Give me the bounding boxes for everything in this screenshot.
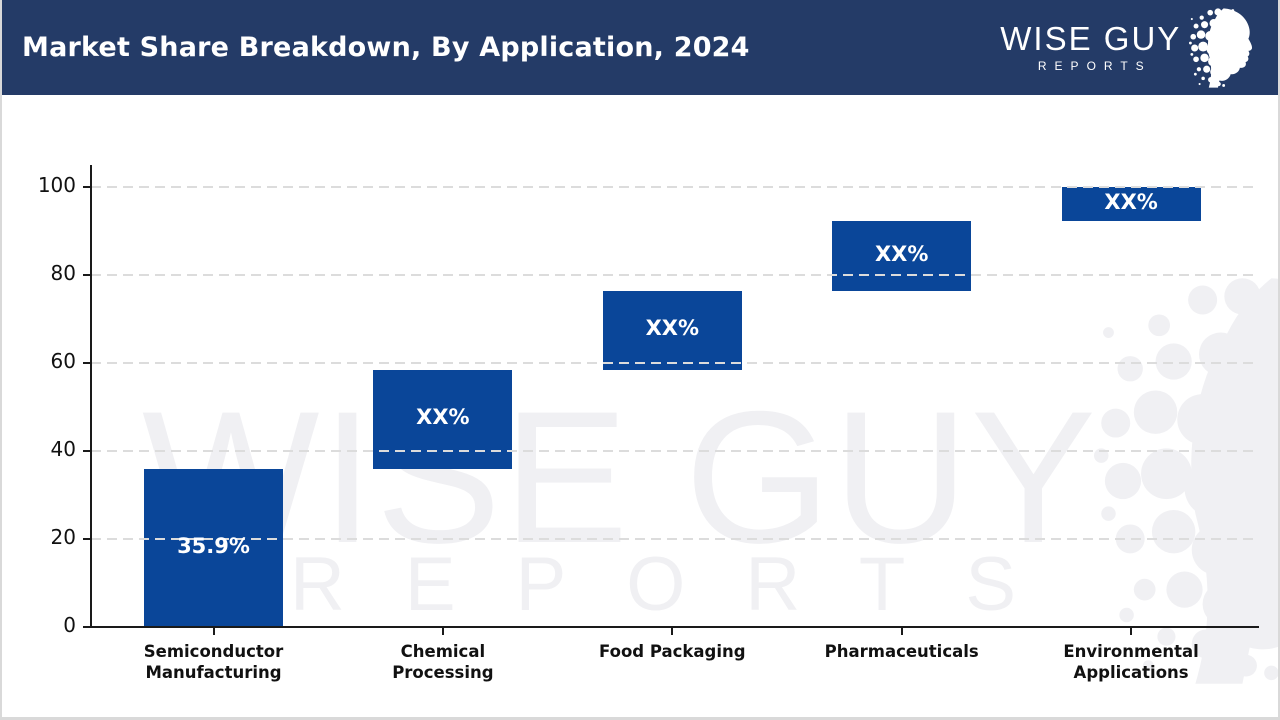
header-bar: Market Share Breakdown, By Application, … [2,0,1278,95]
y-tick-label: 20 [50,525,76,549]
gridline-20 [91,538,1258,540]
x-label-pharmaceuticals: Pharmaceuticals [824,642,979,661]
bar-pharmaceuticals [832,220,972,291]
wiseguy-logo: WISE GUY REPORTS [1000,7,1260,89]
logo-name-text: WISE GUY [1000,20,1182,57]
logo-reports-text: REPORTS [1037,59,1152,73]
x-label-semiconductor-manufacturing: Semiconductor Manufacturing [143,642,284,682]
y-tick-60 [83,362,91,364]
gridline-100 [91,186,1258,188]
y-tick-0 [83,626,91,628]
x-tick-food-packaging [671,628,674,635]
bar-chemical-processing [373,369,513,470]
gridline-40 [91,450,1258,452]
y-tick-label: 40 [50,437,76,461]
x-label-food-packaging: Food Packaging [599,642,746,661]
x-tick-semiconductor-manufacturing [212,628,215,635]
x-label-chemical-processing: Chemical Processing [392,642,494,682]
page-title: Market Share Breakdown, By Application, … [22,32,750,63]
logo-wordmark: WISE GUY REPORTS [1000,22,1181,73]
y-tick-80 [83,274,91,276]
bar-environmental-applications [1061,187,1201,221]
bar-value-label: XX% [645,316,700,341]
y-tick-100 [83,186,91,188]
x-tick-chemical-processing [441,628,444,635]
bar-semiconductor-manufacturing [144,469,283,627]
bar-value-label: XX% [1104,189,1158,214]
gridline-80 [91,274,1258,276]
x-label-environmental-applications: Environmental Applications [1063,642,1199,682]
y-tick-label: 0 [63,613,76,637]
bar-food-packaging [602,290,742,370]
chart-region: WISE GUY REPORTS 35.9% XX% XX% XX% XX% 0 20 40 6… [2,95,1278,717]
bar-value-label: XX% [416,405,470,430]
y-axis-line [90,165,92,628]
y-tick-label: 100 [37,173,76,197]
x-tick-environmental-applications [1130,628,1133,635]
y-tick-40 [83,450,91,452]
x-axis-line [90,626,1259,628]
y-tick-20 [83,538,91,540]
bar-value-label: 35.9% [177,534,250,559]
x-tick-pharmaceuticals [900,628,903,635]
bar-value-label: XX% [874,241,929,266]
y-tick-label: 80 [50,261,76,285]
gridline-60 [91,362,1258,364]
y-tick-label: 60 [50,349,76,373]
